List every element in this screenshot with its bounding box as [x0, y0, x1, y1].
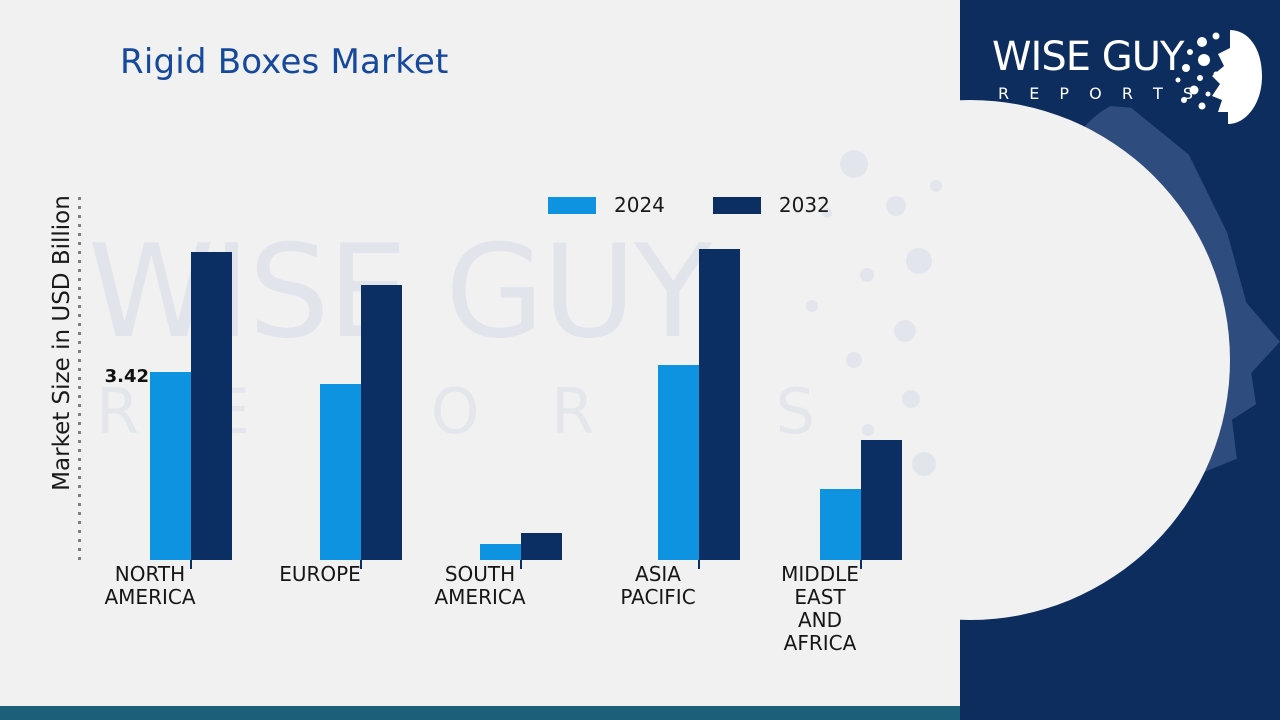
legend-swatch-2032 [712, 196, 761, 214]
x-axis-category-label: NORTH AMERICA [104, 562, 196, 609]
legend-label-2032: 2032 [778, 193, 830, 217]
logo-reports-text: R E P O R T S [998, 84, 1201, 103]
bar-2032[interactable] [361, 285, 402, 560]
legend-item-2032[interactable]: 2032 [712, 193, 878, 217]
x-axis-category-label: EUROPE [279, 562, 361, 586]
legend-label-2024: 2024 [614, 193, 665, 217]
bar-2024[interactable] [480, 544, 521, 560]
x-axis-tick [360, 560, 362, 569]
bar-2032[interactable] [861, 440, 902, 560]
x-axis-category-label: MIDDLE EAST AND AFRICA [781, 562, 859, 655]
x-axis-category-label: ASIA PACIFIC [620, 562, 696, 609]
plot-area: 3.42 NORTH AMERICA EUROPE SOUTH AMERICA ASIA… [80, 200, 940, 655]
bar-2024[interactable] [320, 384, 361, 560]
y-axis-line [78, 197, 81, 560]
chart-legend: 2024 2032 [548, 193, 878, 217]
bar-2024[interactable] [658, 365, 699, 560]
page-title: Rigid Boxes Market [120, 42, 449, 82]
legend-swatch-2024 [548, 196, 596, 214]
x-axis-tick [860, 560, 862, 569]
x-axis-tick [520, 560, 522, 569]
bar-chart: Market Size in USD Billion 2024 2032 3.4… [49, 193, 940, 655]
bar-2024[interactable]: 3.42 [105, 368, 191, 560]
bar-2032[interactable] [699, 249, 740, 560]
bar-2032[interactable] [191, 252, 232, 560]
legend-item-2024[interactable]: 2024 [548, 193, 713, 217]
bottom-accent-strip [0, 706, 960, 720]
y-axis-label: Market Size in USD Billion [49, 195, 75, 491]
logo-head-icon [1175, 30, 1262, 124]
bar-2024[interactable] [820, 489, 861, 560]
brand-panel [960, 0, 1280, 720]
x-axis-category-label: SOUTH AMERICA [434, 562, 526, 609]
bar-2032[interactable] [521, 533, 562, 560]
logo-wise-guy-text: WISE GUY [992, 34, 1184, 80]
panel-dot-cluster [960, 100, 1230, 620]
brand-logo[interactable]: WISE GUY R E P O R T S [992, 30, 1262, 124]
bar-value-label: 3.42 [104, 366, 149, 387]
x-axis-tick [190, 560, 192, 569]
x-axis-tick [698, 560, 700, 569]
